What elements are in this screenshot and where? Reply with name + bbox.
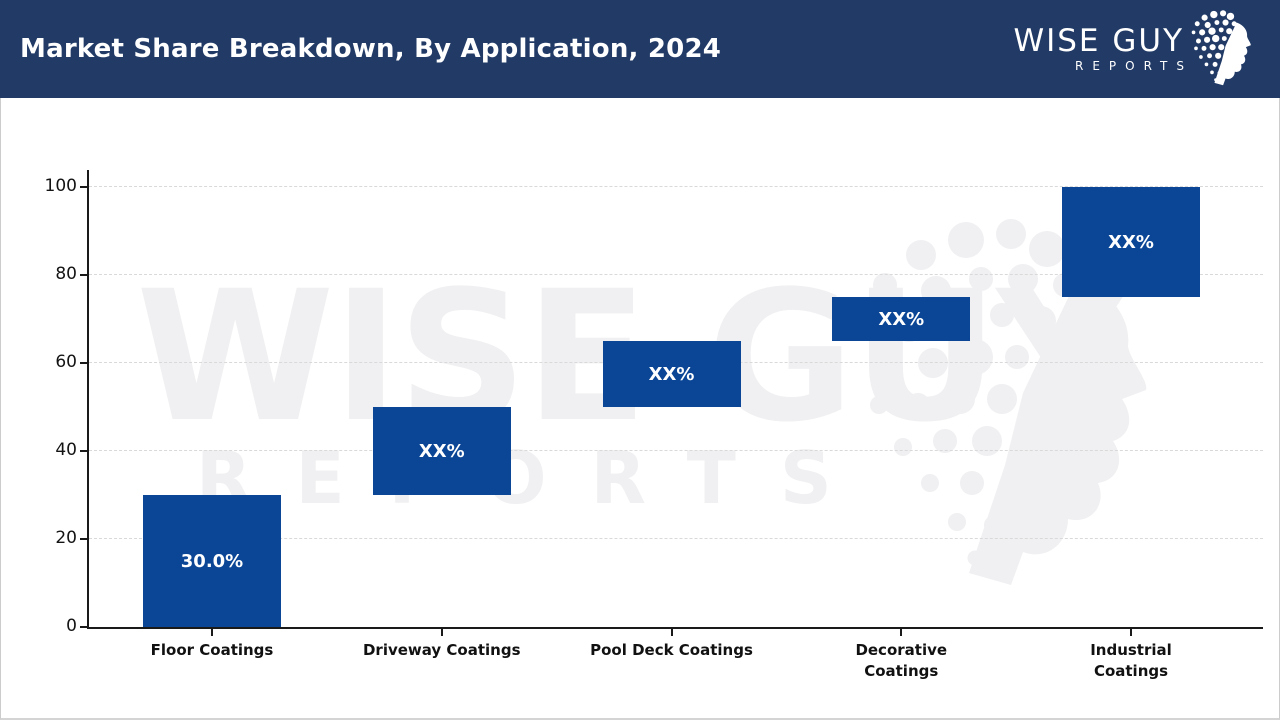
logo-text: WISE GUY REPORTS xyxy=(1013,25,1184,73)
bar-industrial-coatings: XX% xyxy=(1062,187,1200,297)
header-banner: Market Share Breakdown, By Application, … xyxy=(0,0,1280,98)
x-tick-label-line: Pool Deck Coatings xyxy=(590,641,753,659)
x-tick-label-1: Driveway Coatings xyxy=(327,640,557,661)
logo-face-icon xyxy=(1191,10,1251,86)
bar-value-label: XX% xyxy=(648,363,695,385)
x-tick-label-line: Coatings xyxy=(1093,662,1169,680)
bar-decorative-coatings: XX% xyxy=(832,297,971,341)
bar-floor-coatings: 30.0% xyxy=(143,495,281,627)
bar-value-label: XX% xyxy=(1108,231,1154,253)
bar-pool-deck-coatings: XX% xyxy=(602,341,741,407)
x-tick-mark-2 xyxy=(670,629,673,636)
x-tick-label-line: Decorative xyxy=(855,641,948,659)
gridline-20 xyxy=(89,538,1263,539)
y-tick-label-60: 60 xyxy=(55,352,77,372)
x-tick-mark-0 xyxy=(211,629,213,636)
gridline-80 xyxy=(89,274,1263,275)
y-axis xyxy=(87,170,89,629)
x-tick-label-3: Decorative Coatings xyxy=(786,640,1016,682)
bar-driveway-coatings: XX% xyxy=(372,407,511,495)
x-tick-label-2: Pool Deck Coatings xyxy=(557,640,787,661)
y-tick-label-80: 80 xyxy=(55,264,77,284)
bar-value-label: XX% xyxy=(418,440,465,462)
y-tick-mark-20 xyxy=(80,538,87,540)
y-tick-mark-100 xyxy=(80,186,87,188)
wiseguy-logo: WISE GUY REPORTS xyxy=(1013,9,1254,89)
x-tick-mark-3 xyxy=(900,629,903,636)
bar-value-label: 30.0% xyxy=(180,550,244,572)
x-tick-label-line: Coatings xyxy=(864,662,939,680)
y-tick-mark-60 xyxy=(80,362,87,364)
x-tick-label-0: Floor Coatings xyxy=(97,640,327,661)
y-tick-mark-0 xyxy=(80,626,87,628)
y-tick-mark-80 xyxy=(80,274,87,276)
x-tick-label-line: Floor Coatings xyxy=(150,641,274,659)
y-tick-label-40: 40 xyxy=(55,440,77,460)
chart-title: Market Share Breakdown, By Application, … xyxy=(20,34,722,64)
gridline-40 xyxy=(89,450,1263,451)
x-tick-mark-1 xyxy=(440,629,443,636)
bar-value-label: XX% xyxy=(878,308,925,330)
x-tick-label-line: Industrial xyxy=(1090,641,1172,659)
logo-subtitle: REPORTS xyxy=(1074,59,1193,73)
x-axis xyxy=(87,627,1263,629)
gridline-100 xyxy=(89,186,1263,187)
x-tick-mark-4 xyxy=(1130,629,1132,636)
y-tick-label-0: 0 xyxy=(66,616,77,636)
y-tick-label-20: 20 xyxy=(55,528,77,548)
logo-wordmark: WISE GUY xyxy=(1013,23,1184,59)
x-tick-label-4: Industrial Coatings xyxy=(1016,640,1246,682)
y-tick-mark-40 xyxy=(80,450,87,452)
x-tick-label-line: Driveway Coatings xyxy=(362,641,521,659)
chart-area: WISE GUY REPORTS 0 20 40 60 80 100 30.0% Floor … xyxy=(0,98,1280,720)
y-tick-label-100: 100 xyxy=(44,176,77,196)
plot: 0 20 40 60 80 100 30.0% Floor Coatings XX% Drivew… xyxy=(1,98,1279,718)
